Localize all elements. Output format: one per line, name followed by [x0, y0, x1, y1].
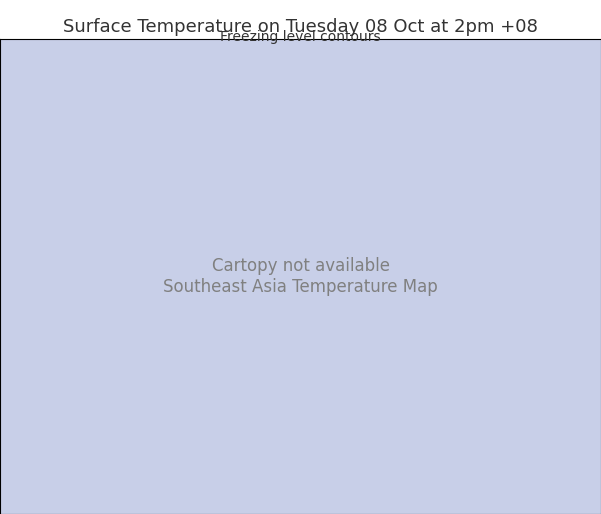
Text: Cartopy not available
Southeast Asia Temperature Map: Cartopy not available Southeast Asia Tem… [163, 257, 438, 296]
Text: Freezing level contours: Freezing level contours [220, 30, 381, 44]
Text: Surface Temperature on Tuesday 08 Oct at 2pm +08: Surface Temperature on Tuesday 08 Oct at… [63, 18, 538, 36]
